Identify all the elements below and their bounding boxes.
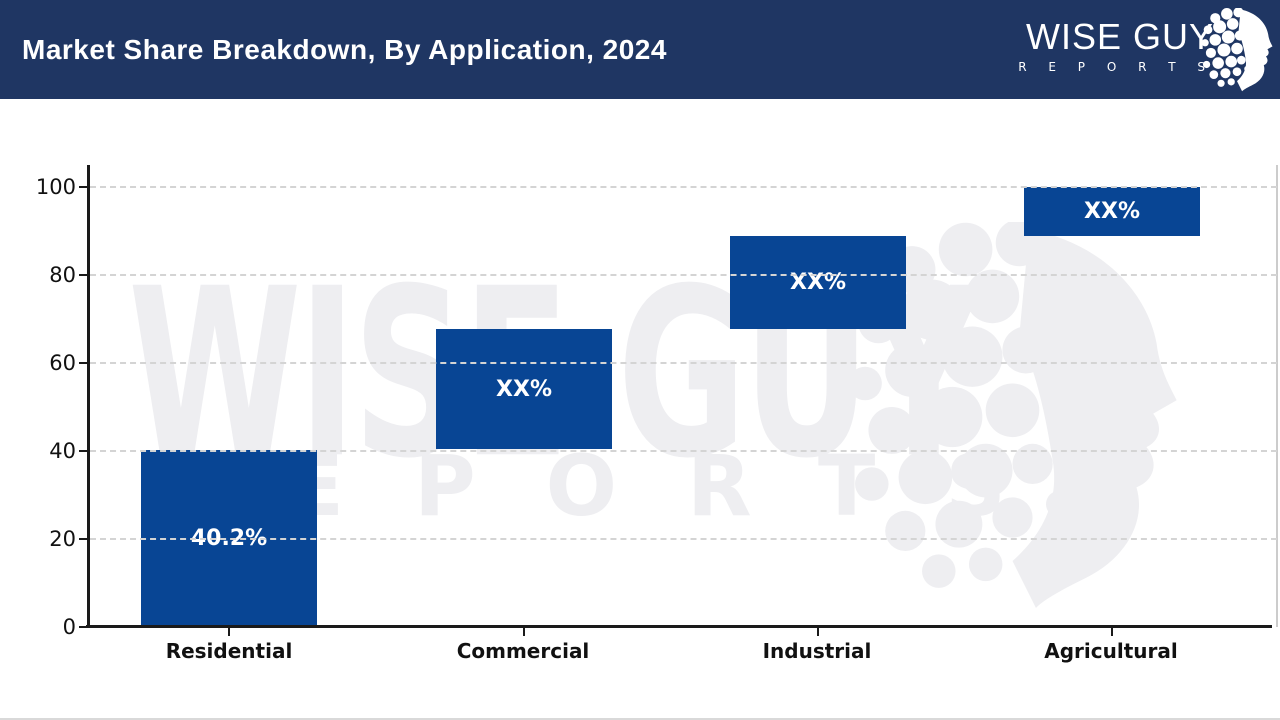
page-title: Market Share Breakdown, By Application, … <box>22 33 667 65</box>
x-tick <box>817 628 819 636</box>
dotted-head-icon <box>1201 8 1273 92</box>
gridline-80 <box>90 274 1277 276</box>
header-bar: Market Share Breakdown, By Application, … <box>0 0 1280 99</box>
y-tick <box>79 274 87 276</box>
bar-value-label: XX% <box>496 376 552 402</box>
logo-wordmark: WISE GUY <box>1025 16 1214 57</box>
x-category-label-residential: Residential <box>165 639 293 663</box>
y-tick-label: 40 <box>49 439 76 463</box>
y-tick <box>79 362 87 364</box>
logo-text: WISE GUY R E P O R T S <box>1012 16 1214 74</box>
x-category-label-agricultural: Agricultural <box>1044 639 1178 663</box>
bar-agricultural: XX% <box>1024 187 1200 236</box>
y-tick <box>79 450 87 452</box>
gridline-60 <box>90 362 1277 364</box>
x-category-label-industrial: Industrial <box>762 639 872 663</box>
right-spine <box>1276 165 1278 627</box>
watermark-head-icon <box>848 222 1177 608</box>
y-tick <box>79 538 87 540</box>
bar-industrial: XX% <box>730 236 906 329</box>
y-tick <box>79 186 87 188</box>
x-category-label-commercial: Commercial <box>456 639 590 663</box>
y-tick-label: 0 <box>62 615 76 639</box>
y-axis-line <box>87 165 90 627</box>
gridline-100 <box>90 186 1277 188</box>
bar-commercial: XX% <box>436 329 612 449</box>
bar-value-label: XX% <box>1084 199 1140 224</box>
gridline-20 <box>90 538 1277 540</box>
logo-subtitle: R E P O R T S <box>1018 60 1214 74</box>
y-tick-label: 80 <box>49 263 76 287</box>
x-tick <box>228 628 230 636</box>
x-tick <box>1111 628 1113 636</box>
wise-guy-logo: WISE GUY R E P O R T S <box>1018 6 1273 94</box>
y-tick <box>79 626 87 628</box>
gridline-40 <box>90 450 1277 452</box>
y-tick-label: 60 <box>49 351 76 375</box>
x-axis-line <box>86 625 1272 628</box>
x-tick <box>523 628 525 636</box>
y-tick-label: 100 <box>35 175 76 199</box>
y-tick-label: 20 <box>49 527 76 551</box>
